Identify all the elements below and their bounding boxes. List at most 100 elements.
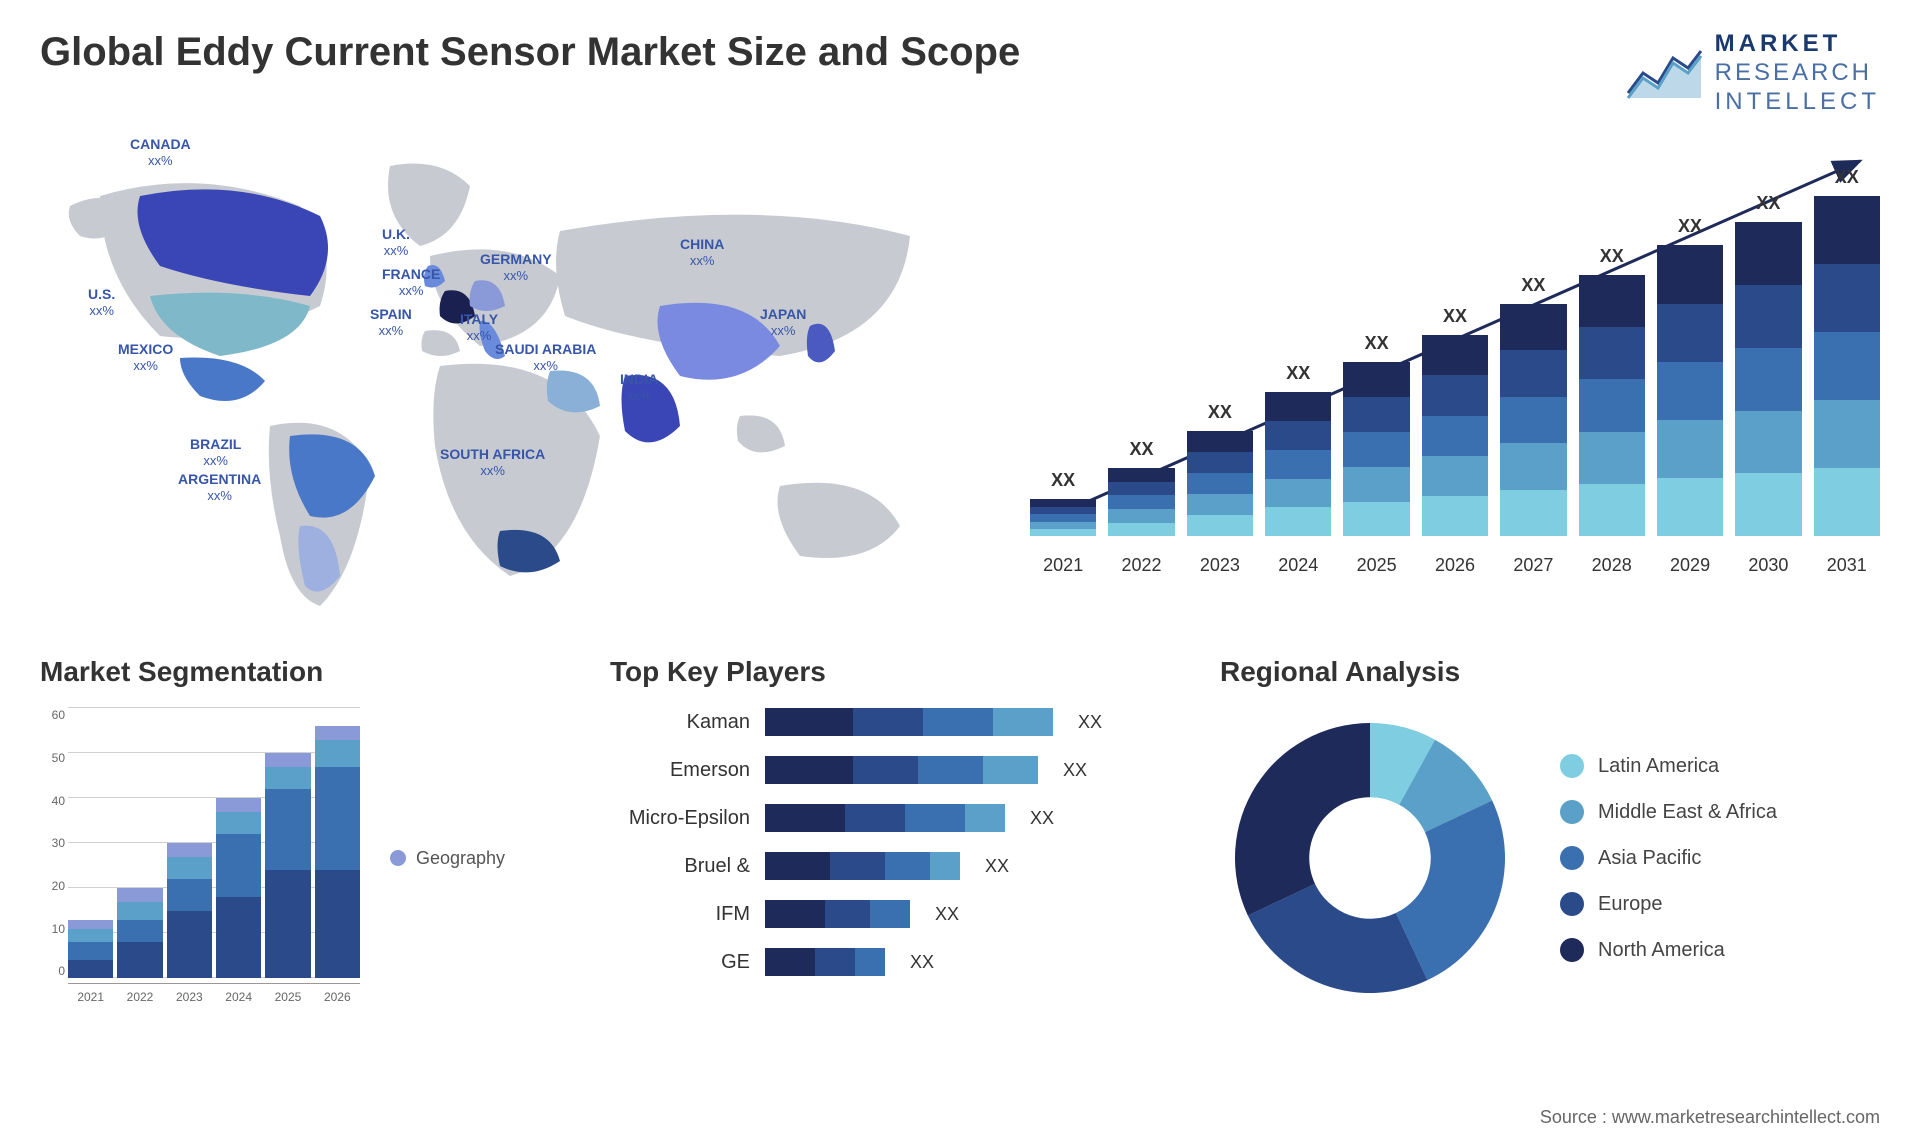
player-row: EmersonXX	[610, 756, 1170, 784]
growth-bar-label: XX	[1678, 216, 1702, 237]
map-label-pct: xx%	[460, 328, 498, 344]
growth-bar-segment	[1814, 196, 1880, 264]
segmentation-panel: Market Segmentation 6050403020100 202120…	[40, 656, 560, 1076]
growth-bar-segment	[1814, 332, 1880, 400]
player-bar	[765, 900, 910, 928]
growth-year-label: 2030	[1735, 555, 1801, 576]
player-bar	[765, 948, 885, 976]
map-label-pct: xx%	[118, 358, 173, 374]
map-label: GERMANYxx%	[480, 251, 552, 283]
seg-ytick: 0	[40, 964, 65, 978]
seg-year-label: 2025	[265, 984, 310, 1008]
growth-bar-segment	[1187, 431, 1253, 452]
growth-bar-segment	[1343, 432, 1409, 467]
regional-legend-label: Asia Pacific	[1598, 847, 1701, 870]
map-label: U.K.xx%	[382, 226, 410, 258]
map-label: U.S.xx%	[88, 286, 115, 318]
map-label-pct: xx%	[440, 463, 545, 479]
seg-bar-segment	[265, 753, 310, 767]
map-label: CHINAxx%	[680, 236, 724, 268]
world-map-icon	[40, 136, 960, 616]
growth-bar-segment	[1500, 304, 1566, 351]
player-row: GEXX	[610, 948, 1170, 976]
segmentation-title: Market Segmentation	[40, 656, 560, 688]
growth-bar-segment	[1187, 452, 1253, 473]
player-name: Emerson	[610, 759, 750, 782]
seg-bar-segment	[68, 929, 113, 943]
donut-slice	[1235, 723, 1370, 915]
logo-line2: RESEARCH	[1715, 59, 1880, 88]
seg-bar-segment	[167, 911, 212, 979]
player-bar	[765, 804, 1005, 832]
seg-bar-segment	[117, 888, 162, 902]
player-bar-segment	[853, 756, 918, 784]
seg-bar	[68, 920, 113, 979]
growth-bar-segment	[1343, 397, 1409, 432]
growth-bar-segment	[1187, 473, 1253, 494]
growth-bar-label: XX	[1051, 470, 1075, 491]
legend-dot-icon	[1560, 938, 1584, 962]
growth-bar-segment	[1265, 507, 1331, 536]
key-players-title: Top Key Players	[610, 656, 1170, 688]
growth-bar: XX	[1030, 470, 1096, 536]
player-row: IFMXX	[610, 900, 1170, 928]
growth-bar-label: XX	[1443, 306, 1467, 327]
map-label-pct: xx%	[370, 323, 412, 339]
player-bar-segment	[930, 852, 960, 880]
seg-bar	[265, 753, 310, 978]
growth-bar-segment	[1500, 490, 1566, 537]
map-label-pct: xx%	[190, 453, 241, 469]
map-label-name: ARGENTINA	[178, 471, 261, 487]
growth-bar: XX	[1500, 275, 1566, 537]
player-bar-segment	[765, 948, 815, 976]
map-label-pct: xx%	[88, 303, 115, 319]
player-row: KamanXX	[610, 708, 1170, 736]
logo-line1: MARKET	[1715, 30, 1880, 59]
map-label-pct: xx%	[760, 323, 806, 339]
growth-year-label: 2024	[1265, 555, 1331, 576]
growth-bar-segment	[1343, 467, 1409, 502]
map-label-name: SOUTH AFRICA	[440, 446, 545, 462]
seg-bar-segment	[216, 897, 261, 978]
seg-year-label: 2021	[68, 984, 113, 1008]
growth-bar-segment	[1657, 304, 1723, 362]
seg-bar	[315, 726, 360, 978]
player-bar-segment	[855, 948, 885, 976]
growth-bar-segment	[1343, 502, 1409, 537]
growth-bar-label: XX	[1130, 439, 1154, 460]
player-bar	[765, 756, 1038, 784]
growth-bar-segment	[1030, 522, 1096, 529]
growth-bar-segment	[1108, 482, 1174, 496]
growth-bar-label: XX	[1756, 193, 1780, 214]
growth-bar-segment	[1422, 456, 1488, 496]
growth-bar-segment	[1500, 397, 1566, 444]
growth-bar-segment	[1657, 420, 1723, 478]
player-bar-segment	[993, 708, 1053, 736]
seg-year-label: 2023	[167, 984, 212, 1008]
player-name: GE	[610, 951, 750, 974]
growth-year-label: 2022	[1108, 555, 1174, 576]
player-row: Bruel &XX	[610, 852, 1170, 880]
map-label-pct: xx%	[620, 388, 658, 404]
regional-legend-label: Latin America	[1598, 755, 1719, 778]
seg-bar-segment	[216, 834, 261, 897]
seg-ytick: 60	[40, 708, 65, 722]
growth-bar-segment	[1265, 392, 1331, 421]
player-bar-segment	[918, 756, 983, 784]
seg-bar-segment	[68, 920, 113, 929]
segmentation-legend-label: Geography	[416, 848, 505, 869]
seg-year-label: 2022	[117, 984, 162, 1008]
growth-bar-segment	[1500, 350, 1566, 397]
seg-ytick: 40	[40, 794, 65, 808]
growth-bar: XX	[1108, 439, 1174, 536]
growth-bar-label: XX	[1835, 167, 1859, 188]
growth-bar-segment	[1579, 484, 1645, 536]
seg-bar-segment	[315, 870, 360, 978]
player-bar-segment	[870, 900, 910, 928]
segmentation-chart: 6050403020100 202120222023202420252026	[40, 708, 360, 1008]
seg-bar-segment	[265, 789, 310, 870]
regional-legend-item: Middle East & Africa	[1560, 800, 1777, 824]
player-name: IFM	[610, 903, 750, 926]
player-bar-segment	[830, 852, 885, 880]
growth-bar-segment	[1579, 327, 1645, 379]
